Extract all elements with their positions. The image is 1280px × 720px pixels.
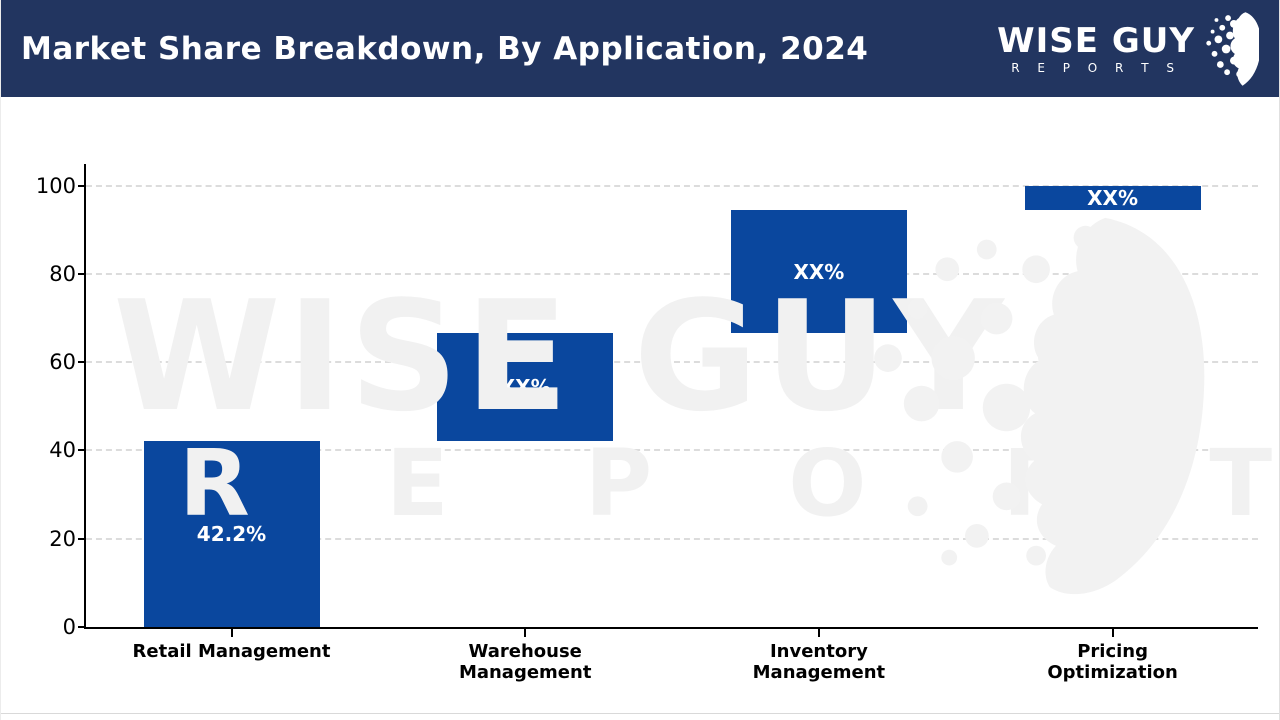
y-tick-mark [78,449,86,452]
brand-logo-text: WISE GUY R E P O R T S [997,23,1195,75]
bar-3: XX% [730,210,907,333]
y-tick-mark [78,272,86,275]
gridline-y-100 [86,184,1258,187]
x-tick-label: Retail Management [132,641,331,662]
brand-head-icon [1206,11,1259,86]
y-tick-label: 80 [49,261,76,286]
x-tick-mark [817,629,820,637]
y-tick-label: 60 [49,350,76,375]
x-axis-line [84,627,1258,629]
y-axis-line [84,163,86,629]
bar-value-label: 42.2% [196,521,267,546]
plot-area: 0 20 40 60 80 100 42.2% Retail Management XX% War… [1,97,1279,713]
x-tick-mark [524,629,527,637]
x-tick-mark [230,629,233,637]
y-tick-mark [78,537,86,540]
y-tick-label: 20 [49,526,76,551]
gridline-y-20 [86,537,1258,540]
y-tick-label: 40 [49,438,76,463]
bar-value-label: XX% [793,259,845,284]
gridline-y-60 [86,361,1258,364]
bottom-divider [1,713,1279,714]
x-tick-label: Inventory Management [752,641,886,683]
y-tick-label: 100 [35,173,76,198]
bar-1: 42.2% [143,440,320,627]
brand-subtitle: R E P O R T S [1011,60,1181,75]
x-tick-label: Warehouse Management [458,641,592,683]
x-tick-label: Pricing Optimization [1047,641,1178,683]
bar-2: XX% [437,332,614,441]
gridline-y-40 [86,449,1258,452]
header-bar: Market Share Breakdown, By Application, … [1,0,1279,97]
bar-value-label: XX% [499,374,551,399]
y-tick-mark [78,626,86,628]
brand-name: WISE GUY [997,20,1195,61]
bar-value-label: XX% [1087,186,1139,211]
gridline-y-80 [86,272,1258,275]
chart-title: Market Share Breakdown, By Application, … [21,30,869,67]
y-tick-mark [78,184,86,187]
x-tick-mark [1111,629,1114,637]
y-tick-mark [78,361,86,364]
y-tick-label: 0 [62,615,76,639]
bar-4: XX% [1024,186,1201,211]
brand-logo: WISE GUY R E P O R T S [997,10,1259,88]
